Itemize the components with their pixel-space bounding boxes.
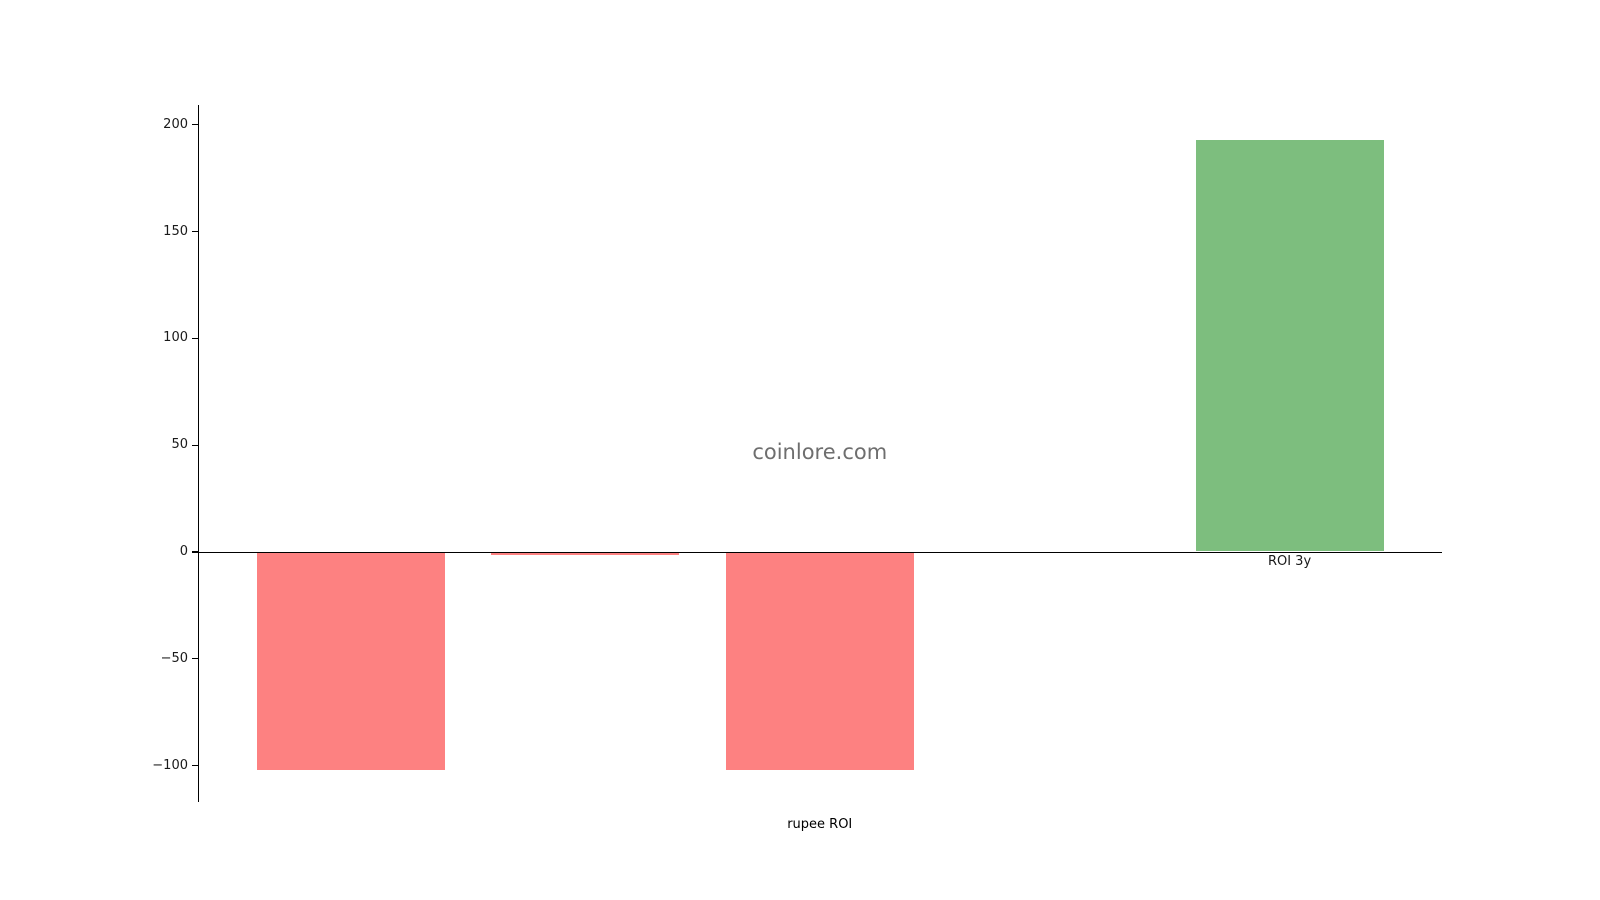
y-tick-label: −50 bbox=[160, 650, 188, 666]
bar-roi-3y bbox=[1195, 139, 1384, 552]
y-tick-mark bbox=[192, 230, 198, 233]
y-tick-label: 200 bbox=[163, 116, 188, 132]
y-tick-label: −100 bbox=[152, 757, 188, 773]
x-axis-title: rupee ROI bbox=[787, 817, 853, 832]
y-tick-label: 0 bbox=[179, 544, 188, 559]
bar-category-1 bbox=[256, 552, 445, 771]
bar-category-2 bbox=[491, 552, 680, 555]
y-tick-label: 150 bbox=[163, 223, 188, 239]
y-tick-label: 100 bbox=[163, 330, 188, 346]
bar-category-3 bbox=[726, 552, 915, 771]
y-tick-mark bbox=[192, 444, 198, 446]
y-axis-line bbox=[197, 105, 199, 802]
y-tick-label: 50 bbox=[171, 437, 188, 453]
y-tick-mark bbox=[192, 337, 198, 340]
y-tick-mark bbox=[192, 764, 198, 767]
y-tick-mark bbox=[192, 658, 198, 660]
x-tick-label-roi-3y: ROI 3y bbox=[1267, 554, 1312, 569]
watermark-text: coinlore.com bbox=[752, 440, 888, 464]
y-tick-mark bbox=[192, 551, 198, 553]
y-tick-mark bbox=[192, 124, 198, 126]
x-axis-line bbox=[197, 551, 1442, 553]
